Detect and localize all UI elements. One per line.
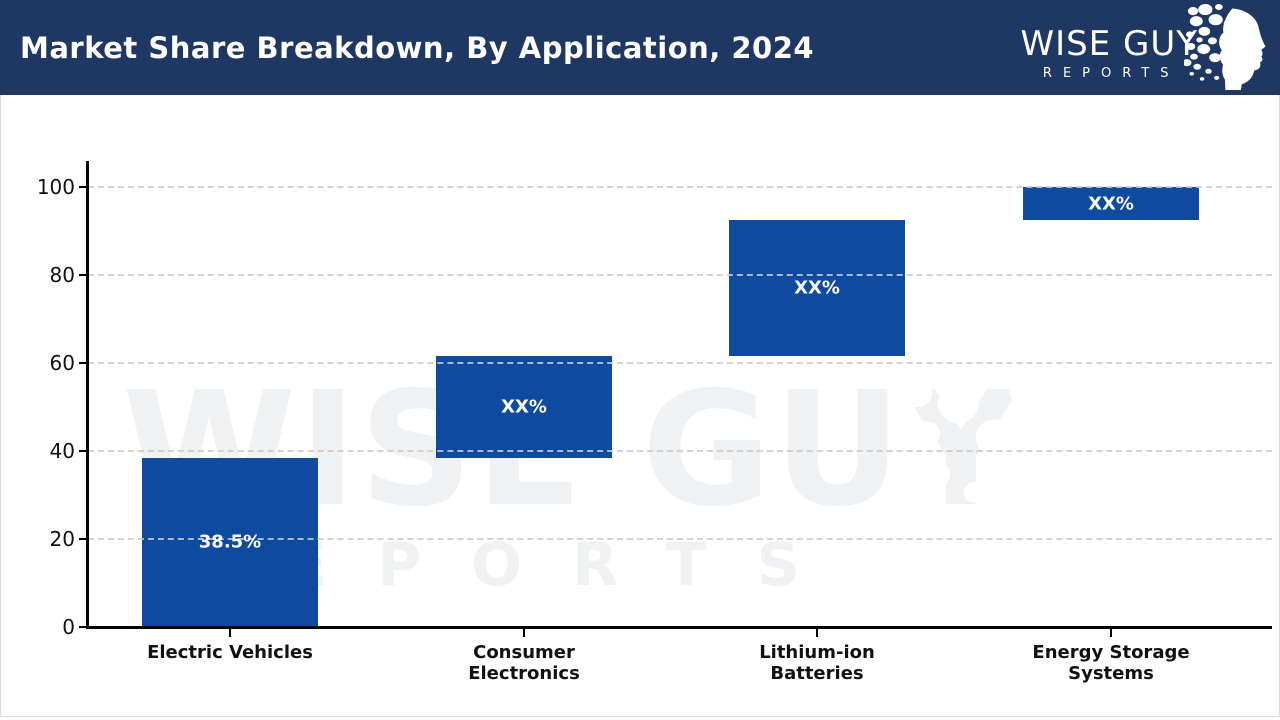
gridline-100 — [88, 186, 1272, 188]
page-title: Market Share Breakdown, By Application, … — [20, 30, 815, 65]
gridline-80 — [88, 274, 1272, 276]
x-tick-4 — [1110, 629, 1112, 637]
bar-value-label-2: XX% — [501, 396, 547, 418]
x-tick-2 — [523, 629, 525, 637]
x-axis-line — [86, 626, 1272, 629]
y-tick-0 — [79, 626, 88, 628]
y-tick-label-20: 20 — [49, 527, 75, 551]
y-tick-label-60: 60 — [49, 351, 75, 375]
bar-segment-2 — [436, 356, 612, 458]
y-tick-40 — [79, 450, 88, 452]
header-banner: Market Share Breakdown, By Application, … — [0, 0, 1280, 95]
y-tick-20 — [79, 538, 88, 540]
x-tick-label-4: Energy Storage Systems — [1032, 642, 1190, 684]
y-axis-line — [86, 161, 89, 629]
x-tick-label-3: Lithium-ion Batteries — [759, 642, 875, 684]
bar-segment-1 — [142, 457, 318, 627]
logo-subtitle: REPORTS — [1042, 65, 1180, 81]
x-tick-3 — [816, 629, 818, 637]
wise-guy-reports-logo: WISE GUY REPORTS — [1020, 4, 1268, 90]
logo-text: WISE GUY REPORTS — [1020, 24, 1198, 81]
y-tick-80 — [79, 274, 88, 276]
bar-segment-4 — [1023, 187, 1199, 220]
frame-bottom-border — [0, 716, 1280, 717]
bar-value-label-3: XX% — [794, 277, 840, 299]
y-tick-label-40: 40 — [49, 439, 75, 463]
gridline-40 — [88, 450, 1272, 452]
y-tick-label-100: 100 — [36, 175, 75, 199]
x-tick-label-1: Electric Vehicles — [147, 642, 313, 663]
x-tick-1 — [229, 629, 231, 637]
y-tick-label-0: 0 — [62, 615, 75, 639]
frame-left-border — [0, 95, 1, 717]
chart-canvas: WISE GUY REPORTS 0 20 40 60 80 100 38.5% XX% XX%… — [0, 95, 1280, 720]
y-tick-60 — [79, 362, 88, 364]
bar-value-label-1: 38.5% — [198, 531, 262, 553]
gridline-20 — [88, 538, 1272, 540]
gridline-60 — [88, 362, 1272, 364]
head-profile-icon — [1184, 4, 1266, 90]
y-tick-label-80: 80 — [49, 263, 75, 287]
logo-wordmark: WISE GUY — [1020, 23, 1198, 64]
x-tick-label-2: Consumer Electronics — [468, 642, 580, 684]
bar-segment-3 — [729, 220, 905, 357]
bar-value-label-4: XX% — [1088, 193, 1134, 214]
y-tick-100 — [79, 186, 88, 188]
